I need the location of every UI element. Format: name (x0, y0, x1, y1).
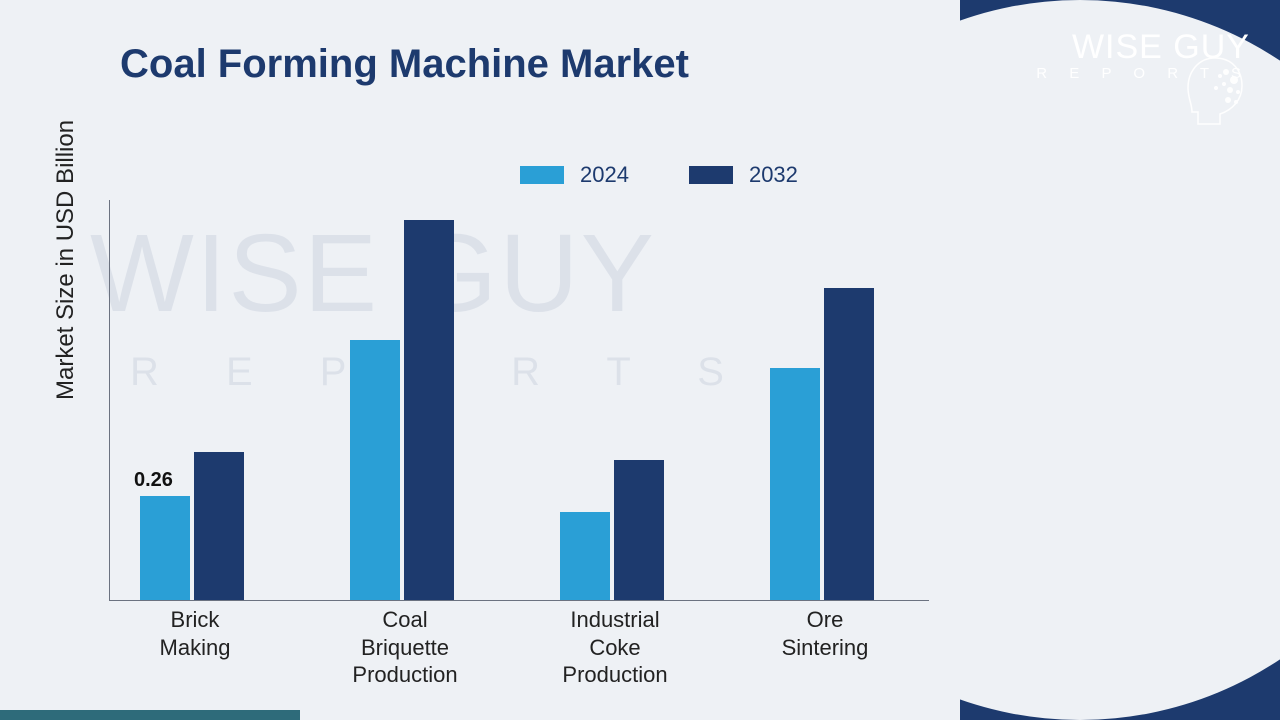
bar (350, 340, 400, 600)
brand-logo: WISE GUY R E P O R T S (1036, 28, 1250, 82)
legend-item-2032: 2032 (689, 162, 798, 188)
bar (824, 288, 874, 600)
bar-value-label: 0.26 (134, 469, 173, 492)
legend-swatch (689, 166, 733, 184)
legend-swatch (520, 166, 564, 184)
bottom-accent-strip (0, 710, 300, 720)
bar (194, 452, 244, 600)
bar (404, 220, 454, 600)
x-tick-label: OreSintering (740, 606, 910, 661)
y-axis-label: Market Size in USD Billion (52, 120, 80, 400)
bar (614, 460, 664, 600)
bar (770, 368, 820, 600)
x-axis (109, 600, 929, 601)
bar-chart: 0.26 (110, 200, 960, 600)
y-axis (109, 200, 110, 600)
bar (560, 512, 610, 600)
chart-title: Coal Forming Machine Market (120, 42, 689, 87)
x-tick-label: BrickMaking (110, 606, 280, 661)
x-tick-label: IndustrialCokeProduction (530, 606, 700, 689)
report-canvas: WISE GUY R E P O R T S Coal Forming Mach… (0, 0, 1280, 720)
head-dots-icon (1180, 52, 1250, 132)
bar (140, 496, 190, 600)
x-tick-label: CoalBriquetteProduction (320, 606, 490, 689)
legend-item-2024: 2024 (520, 162, 629, 188)
legend-label: 2024 (580, 162, 629, 188)
legend-label: 2032 (749, 162, 798, 188)
legend: 2024 2032 (520, 162, 798, 188)
